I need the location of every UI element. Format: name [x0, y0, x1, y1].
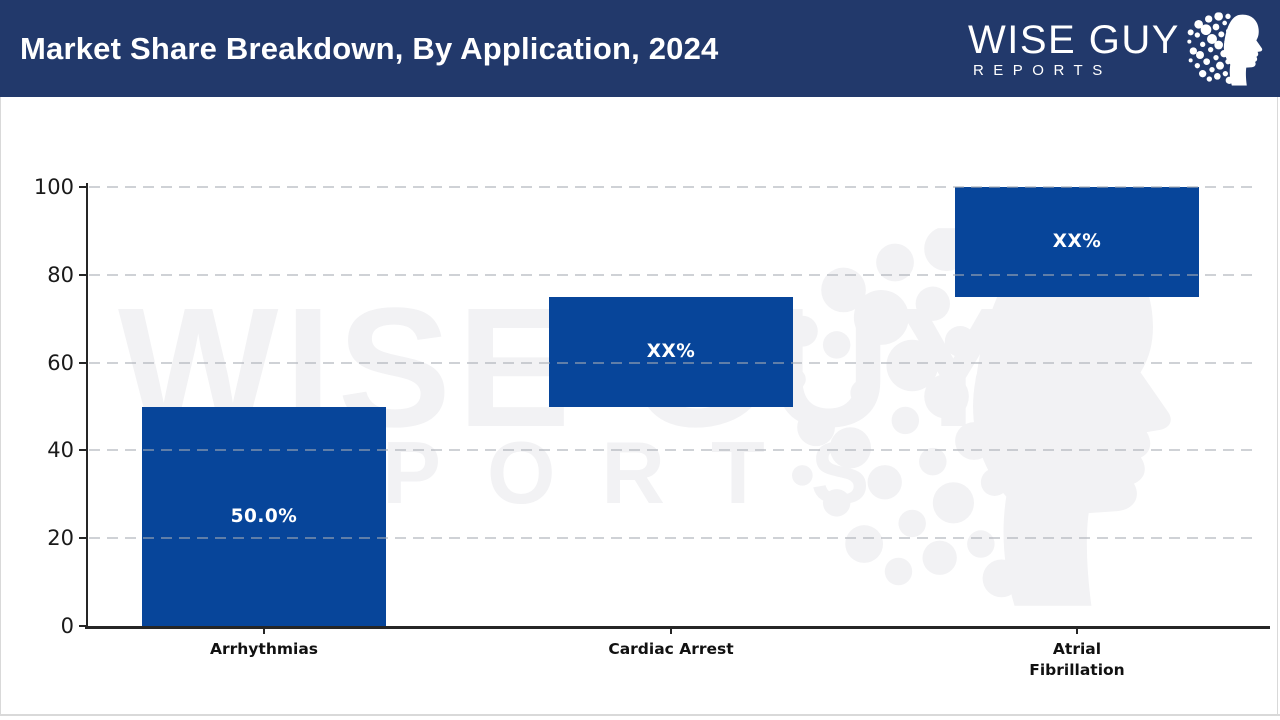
- chart-title: Market Share Breakdown, By Application, …: [20, 30, 719, 66]
- y-tick-mark-80: [79, 273, 87, 276]
- logo-head-icon: [1184, 12, 1264, 86]
- y-tick-label-80: 80: [47, 262, 74, 287]
- y-tick-mark-100: [79, 186, 87, 188]
- bar-value-label: XX%: [646, 341, 696, 363]
- x-tick-mark-arrhythmias: [263, 627, 265, 634]
- x-axis-line: [85, 626, 1270, 629]
- x-tick-mark-cardiac-arrest: [670, 627, 672, 634]
- header-bar: Market Share Breakdown, By Application, …: [0, 0, 1280, 97]
- logo-subtext: REPORTS: [972, 61, 1112, 79]
- y-axis-line: [86, 183, 88, 629]
- bar-arrhythmias: 50.0%: [142, 406, 386, 626]
- brand-logo: WISE GUY REPORTS: [968, 12, 1264, 86]
- page-border-bottom: [0, 714, 1280, 716]
- y-tick-label-40: 40: [47, 438, 74, 463]
- gridline-20: [89, 537, 1252, 540]
- y-tick-mark-20: [79, 537, 87, 540]
- logo-wordmark-block: WISE GUY REPORTS: [968, 20, 1180, 78]
- x-category-label-cardiac-arrest: Cardiac Arrest: [608, 640, 734, 658]
- x-tick-mark-atrial-fibrillation: [1076, 627, 1078, 634]
- y-tick-label-60: 60: [47, 350, 74, 375]
- y-tick-mark-60: [79, 361, 87, 364]
- bar-cardiac-arrest: XX%: [549, 296, 793, 407]
- y-tick-label-100: 100: [33, 175, 74, 199]
- page-border-right: [1277, 97, 1278, 716]
- bar-value-label: 50.0%: [230, 505, 298, 527]
- page-border-left: [0, 97, 1, 716]
- logo-wordmark: WISE GUY: [967, 17, 1180, 62]
- x-category-label-arrhythmias: Arrhythmias: [209, 640, 318, 658]
- y-tick-mark-40: [79, 449, 87, 452]
- y-tick-label-20: 20: [47, 526, 74, 551]
- y-tick-mark-0: [79, 625, 87, 627]
- y-tick-label-0: 0: [60, 614, 74, 638]
- gridline-80: [89, 273, 1252, 276]
- gridline-60: [89, 361, 1252, 364]
- x-category-label-atrial-fibrillation: Atrial Fibrillation: [1029, 640, 1125, 679]
- gridline-100: [89, 186, 1252, 188]
- bar-value-label: XX%: [1052, 231, 1102, 253]
- bar-atrial-fibrillation: XX%: [955, 187, 1199, 297]
- gridline-40: [89, 449, 1252, 452]
